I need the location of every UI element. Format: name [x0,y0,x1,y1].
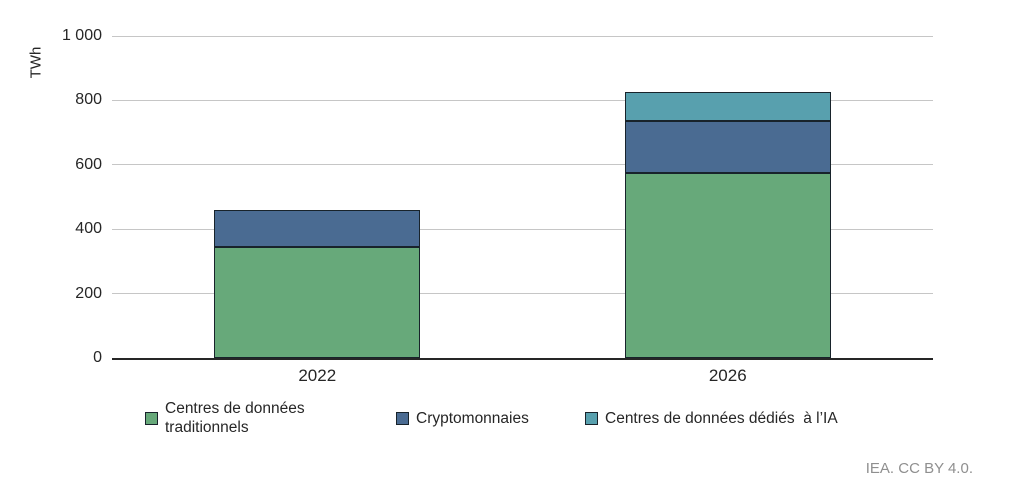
y-axis-unit-label: TWh [27,46,45,79]
y-tick-label-600: 600 [75,155,102,173]
y-tick-label-1000: 1 000 [61,27,102,44]
y-gridline-1000 [112,35,933,37]
legend-label: Centres de données dédiés à l’IA [605,409,838,427]
bar-segment [624,172,831,358]
bar-segment [214,209,421,247]
bar-segment [624,92,831,122]
plot-area: 0 200 400 600 800 1 000 2022 2026 [62,27,933,385]
legend-swatch-teal [585,411,598,425]
bar-segment [214,246,421,358]
legend-label: Cryptomonnaies [416,409,529,427]
x-tick-label-2026: 2026 [708,366,747,385]
attribution-text: IEA. CC BY 4.0. [865,460,973,477]
legend-label: Centres de données traditionnels [165,400,309,436]
y-tick-label-200: 200 [75,284,102,302]
y-gridline-200 [112,293,933,295]
legend-item-traditional-data-centres: Centres de données traditionnels [145,399,337,437]
y-gridline-800 [112,99,933,101]
y-tick-label-800: 800 [75,91,102,109]
legend-item-ai-data-centres: Centres de données dédiés à l’IA [585,408,838,428]
y-gridline-600 [112,164,933,166]
legend-swatch-green [145,411,158,425]
legend-swatch-blue [396,411,409,425]
x-tick-label-2022: 2022 [298,366,337,385]
y-tick-label-0: 0 [93,349,102,366]
y-gridline-400 [112,228,933,230]
bar-segment [624,121,831,173]
legend-item-cryptocurrencies: Cryptomonnaies [396,408,529,428]
y-tick-label-400: 400 [75,220,102,238]
